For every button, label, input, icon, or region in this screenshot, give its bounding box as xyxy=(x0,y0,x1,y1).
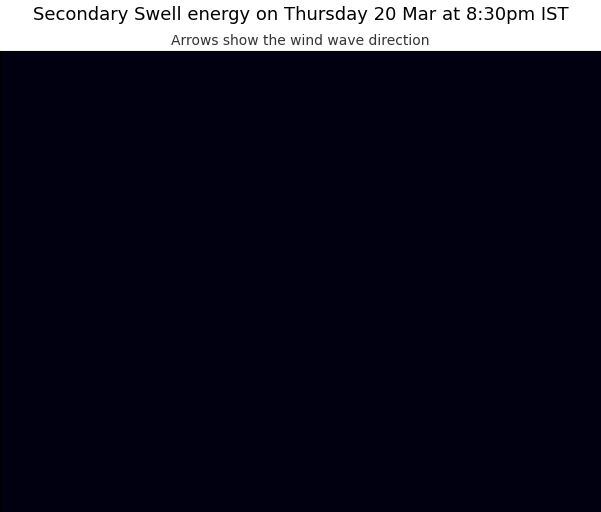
Text: Secondary Swell energy on Thursday 20 Mar at 8:30pm IST: Secondary Swell energy on Thursday 20 Ma… xyxy=(32,6,569,25)
Text: Arrows show the wind wave direction: Arrows show the wind wave direction xyxy=(171,34,430,48)
